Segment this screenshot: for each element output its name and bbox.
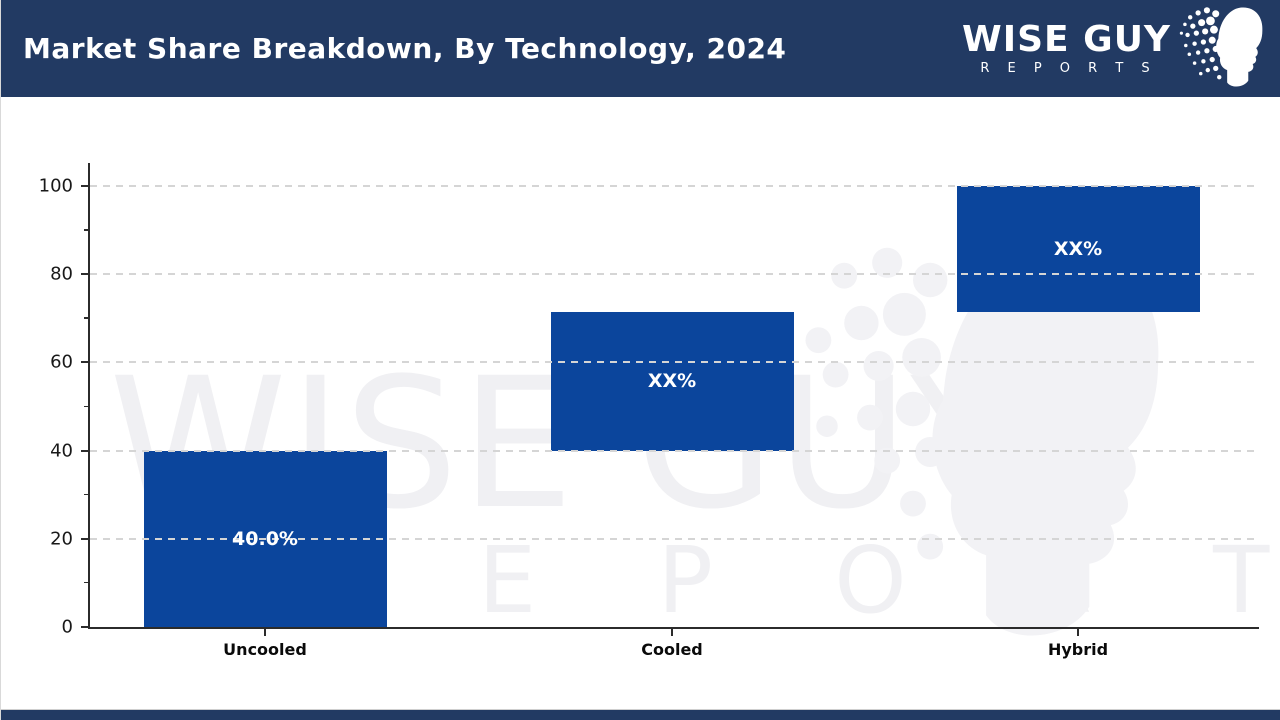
- watermark-text-secondary: R E P O R T S: [293, 527, 1280, 634]
- x-category-label: Uncooled: [223, 640, 307, 659]
- brand-face-icon: [1179, 6, 1263, 87]
- bar-hybrid: [956, 186, 1200, 312]
- x-tick-mark: [671, 629, 673, 636]
- y-tick-mark: [81, 449, 89, 452]
- x-axis: [88, 627, 1259, 629]
- y-tick-label: 0: [61, 616, 73, 638]
- brand-text: WISE GUY R E P O R T S: [961, 19, 1171, 76]
- chart-title: Market Share Breakdown, By Technology, 2…: [23, 32, 787, 65]
- y-tick-mark: [81, 361, 89, 364]
- gridline: [90, 273, 1258, 276]
- y-tick-label: 20: [50, 528, 73, 550]
- x-tick-mark: [1077, 629, 1079, 636]
- footer-bar: [1, 709, 1280, 720]
- y-tick-label: 40: [50, 440, 73, 462]
- gridline: [90, 361, 1258, 364]
- y-minor-tick-mark: [84, 493, 89, 496]
- bar-cooled: [550, 311, 794, 451]
- y-minor-tick-mark: [84, 581, 89, 584]
- y-tick-mark: [81, 185, 89, 187]
- chart-area: WISE GUY R E P O R T S 40.0%XX%XX%020406…: [1, 97, 1280, 710]
- y-tick-mark: [81, 273, 89, 276]
- plot-area: 40.0% XX% XX% 0 20 40 60 80 100 Uncooled Cooled Hyb…: [1, 97, 1280, 710]
- gridline: [90, 537, 1258, 540]
- x-category-label: Cooled: [641, 640, 703, 659]
- y-tick-mark: [81, 626, 89, 628]
- y-minor-tick-mark: [84, 317, 89, 319]
- bar-value-label: 40.0%: [232, 527, 298, 550]
- y-tick-label: 60: [50, 351, 73, 373]
- header-bar: Market Share Breakdown, By Technology, 2…: [1, 0, 1280, 97]
- gridline: [90, 185, 1258, 187]
- gridline: [90, 449, 1258, 452]
- bar-value-label: XX%: [1053, 237, 1103, 260]
- y-minor-tick-mark: [84, 405, 89, 407]
- y-tick-mark: [81, 537, 89, 540]
- y-tick-label: 100: [38, 175, 73, 197]
- y-tick-label: 80: [50, 263, 73, 285]
- y-axis: [88, 163, 90, 629]
- x-tick-mark: [264, 629, 266, 636]
- brand-logo: WISE GUY R E P O R T S: [962, 5, 1267, 93]
- brand-subtitle: R E P O R T S: [980, 61, 1157, 76]
- brand-name: WISE GUY: [961, 19, 1171, 60]
- y-minor-tick-mark: [84, 229, 89, 231]
- bar-value-label: XX%: [647, 370, 697, 393]
- x-category-label: Hybrid: [1047, 640, 1109, 659]
